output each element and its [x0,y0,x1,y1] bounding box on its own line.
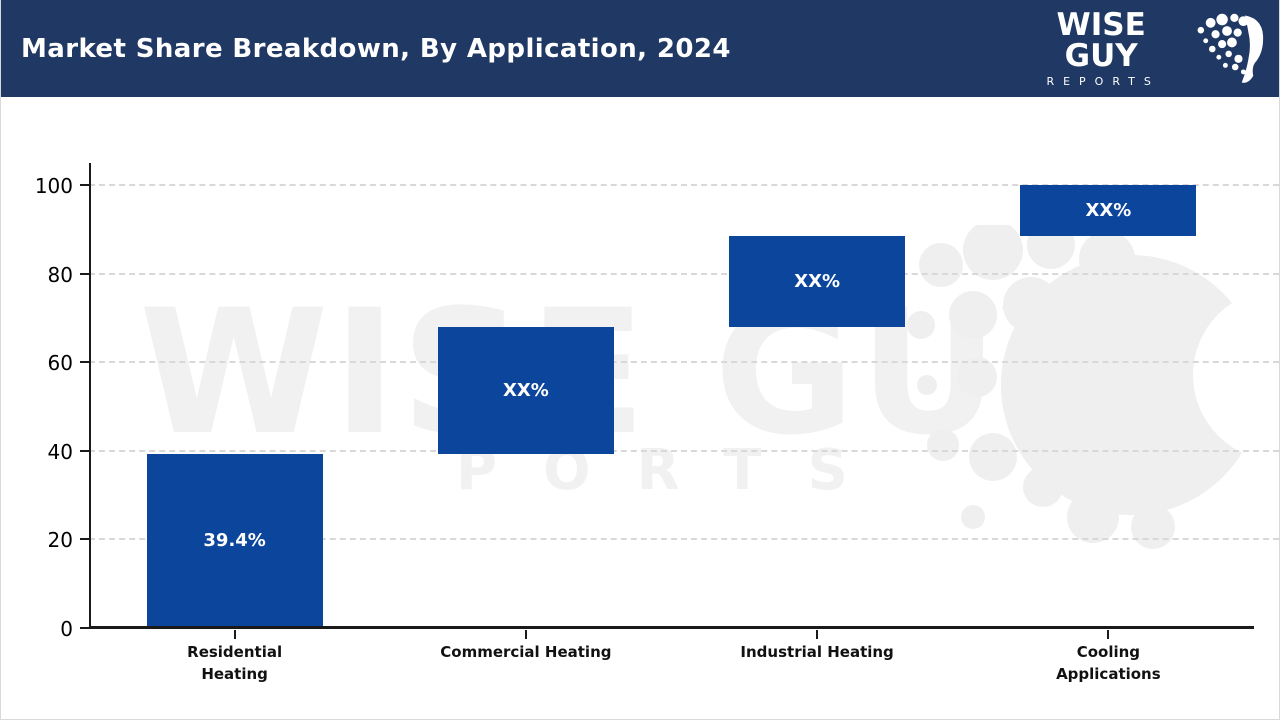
bar-1: 39.4% [146,453,323,628]
gridline [89,272,1279,275]
gridline [89,361,1279,364]
face-watermark-icon [907,225,1277,565]
y-tick-label: 80 [47,262,73,287]
gridline [89,538,1279,541]
bar-2: XX% [437,326,614,454]
brand-logo-text: WISE GUY REPORTS [1015,7,1187,89]
brand-tagline: REPORTS [1046,75,1160,88]
y-tick [80,449,89,452]
plot-area: 0 20 40 60 80 100 39.4% Residential Heating XX% C… [35,163,1279,683]
page-title: Market Share Breakdown, By Application, … [21,33,731,64]
x-axis-line [89,626,1254,629]
header: Market Share Breakdown, By Application, … [1,0,1279,97]
x-tick [1107,630,1110,639]
x-category-label: Residential Heating [187,643,283,683]
bar-value-label: XX% [502,379,549,401]
bar-value-label: 39.4% [203,530,266,552]
bar-value-label: XX% [794,270,841,292]
y-tick-label: 100 [34,174,73,199]
y-tick [80,361,89,364]
bar-4: XX% [1020,185,1197,237]
bar-3: XX% [729,236,906,327]
y-tick-label: 40 [47,439,73,464]
bar-value-label: XX% [1085,200,1132,222]
brand-logo: WISE GUY REPORTS [1015,6,1265,92]
y-tick [80,538,89,541]
y-tick [80,272,89,275]
gridline [89,184,1279,187]
brand-name: WISE GUY [1056,7,1146,74]
x-category-label: Cooling Applications [1056,643,1161,683]
y-axis-line [89,163,91,628]
y-tick [80,184,89,187]
y-tick-label: 60 [47,351,73,376]
y-tick-label: 20 [47,528,73,553]
logo-face-icon [1197,13,1264,83]
x-tick [816,630,819,639]
gridline [89,449,1279,452]
x-category-label: Industrial Heating [740,643,894,661]
x-category-label: Commercial Heating [440,643,612,661]
x-tick [524,630,527,639]
x-tick [233,630,236,639]
y-tick-label: 0 [60,617,73,641]
y-tick [80,627,89,629]
